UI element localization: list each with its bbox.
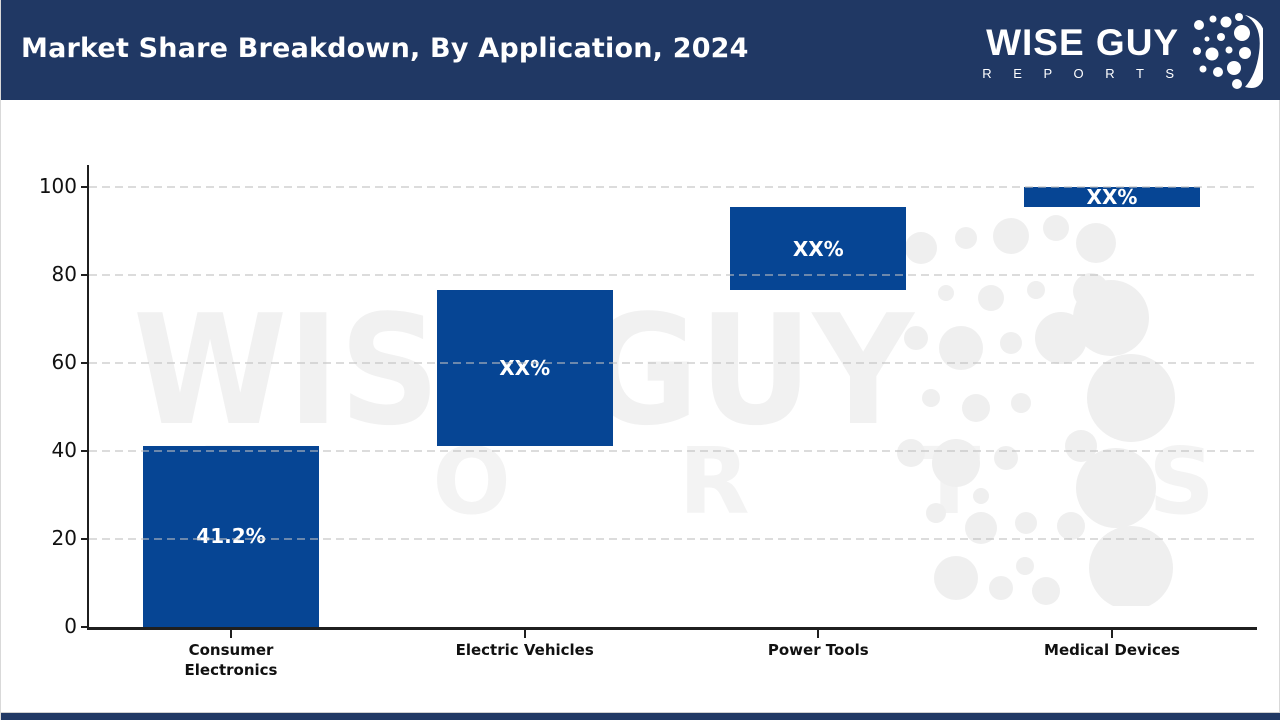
footer-bar (1, 713, 1280, 720)
header-banner: Market Share Breakdown, By Application, … (1, 0, 1280, 100)
h-gridline (89, 186, 1257, 188)
x-tick (817, 630, 820, 638)
x-tick (230, 630, 232, 638)
y-tick (81, 626, 89, 628)
h-gridline (89, 538, 1257, 540)
logo-wiseguy-text: WISE GUY (986, 21, 1180, 63)
page-title: Market Share Breakdown, By Application, … (21, 33, 749, 64)
h-gridline (89, 450, 1257, 452)
h-gridline (89, 362, 1257, 364)
bar-segment: XX% (436, 290, 613, 446)
y-tick (81, 274, 89, 276)
y-tick (81, 362, 89, 364)
bar-value-label: 41.2% (196, 524, 266, 549)
y-tick-label: 100 (38, 174, 77, 198)
h-gridline (89, 274, 1257, 276)
bar-value-label: XX% (1086, 184, 1138, 209)
watermark-text-reports: P O R T S (197, 428, 1280, 535)
y-tick-label: 20 (51, 526, 77, 550)
logo-text: WISE GUY R E P O R T S (982, 22, 1183, 81)
bar-value-label: XX% (792, 236, 844, 261)
y-tick-label: 60 (51, 350, 77, 374)
x-tick (1111, 630, 1113, 638)
footer-hairline (1, 712, 1280, 713)
x-tick (523, 630, 526, 638)
bar-segment: XX% (730, 206, 907, 291)
bar-segment: XX% (1024, 184, 1200, 209)
y-tick (81, 538, 89, 540)
x-category-label: Consumer Electronics (184, 641, 278, 680)
y-tick-label: 0 (64, 614, 77, 638)
y-tick (81, 186, 89, 188)
logo-reports-text: R E P O R T S (982, 65, 1183, 81)
bar-value-label: XX% (499, 356, 551, 381)
y-tick-label: 40 (51, 438, 77, 462)
y-axis-line (87, 165, 89, 629)
bar-segment: 41.2% (143, 445, 319, 627)
x-category-label: Medical Devices (1044, 641, 1180, 659)
watermark-face-dots (897, 215, 1175, 606)
x-category-label: Power Tools (767, 641, 869, 659)
y-tick-label: 80 (51, 262, 77, 286)
logo-face-icon (1193, 13, 1263, 89)
x-axis-line (87, 627, 1257, 630)
y-tick (81, 450, 89, 452)
wise-guy-logo: WISE GUY R E P O R T S (982, 8, 1263, 94)
x-category-label: Electric Vehicles (455, 641, 594, 659)
